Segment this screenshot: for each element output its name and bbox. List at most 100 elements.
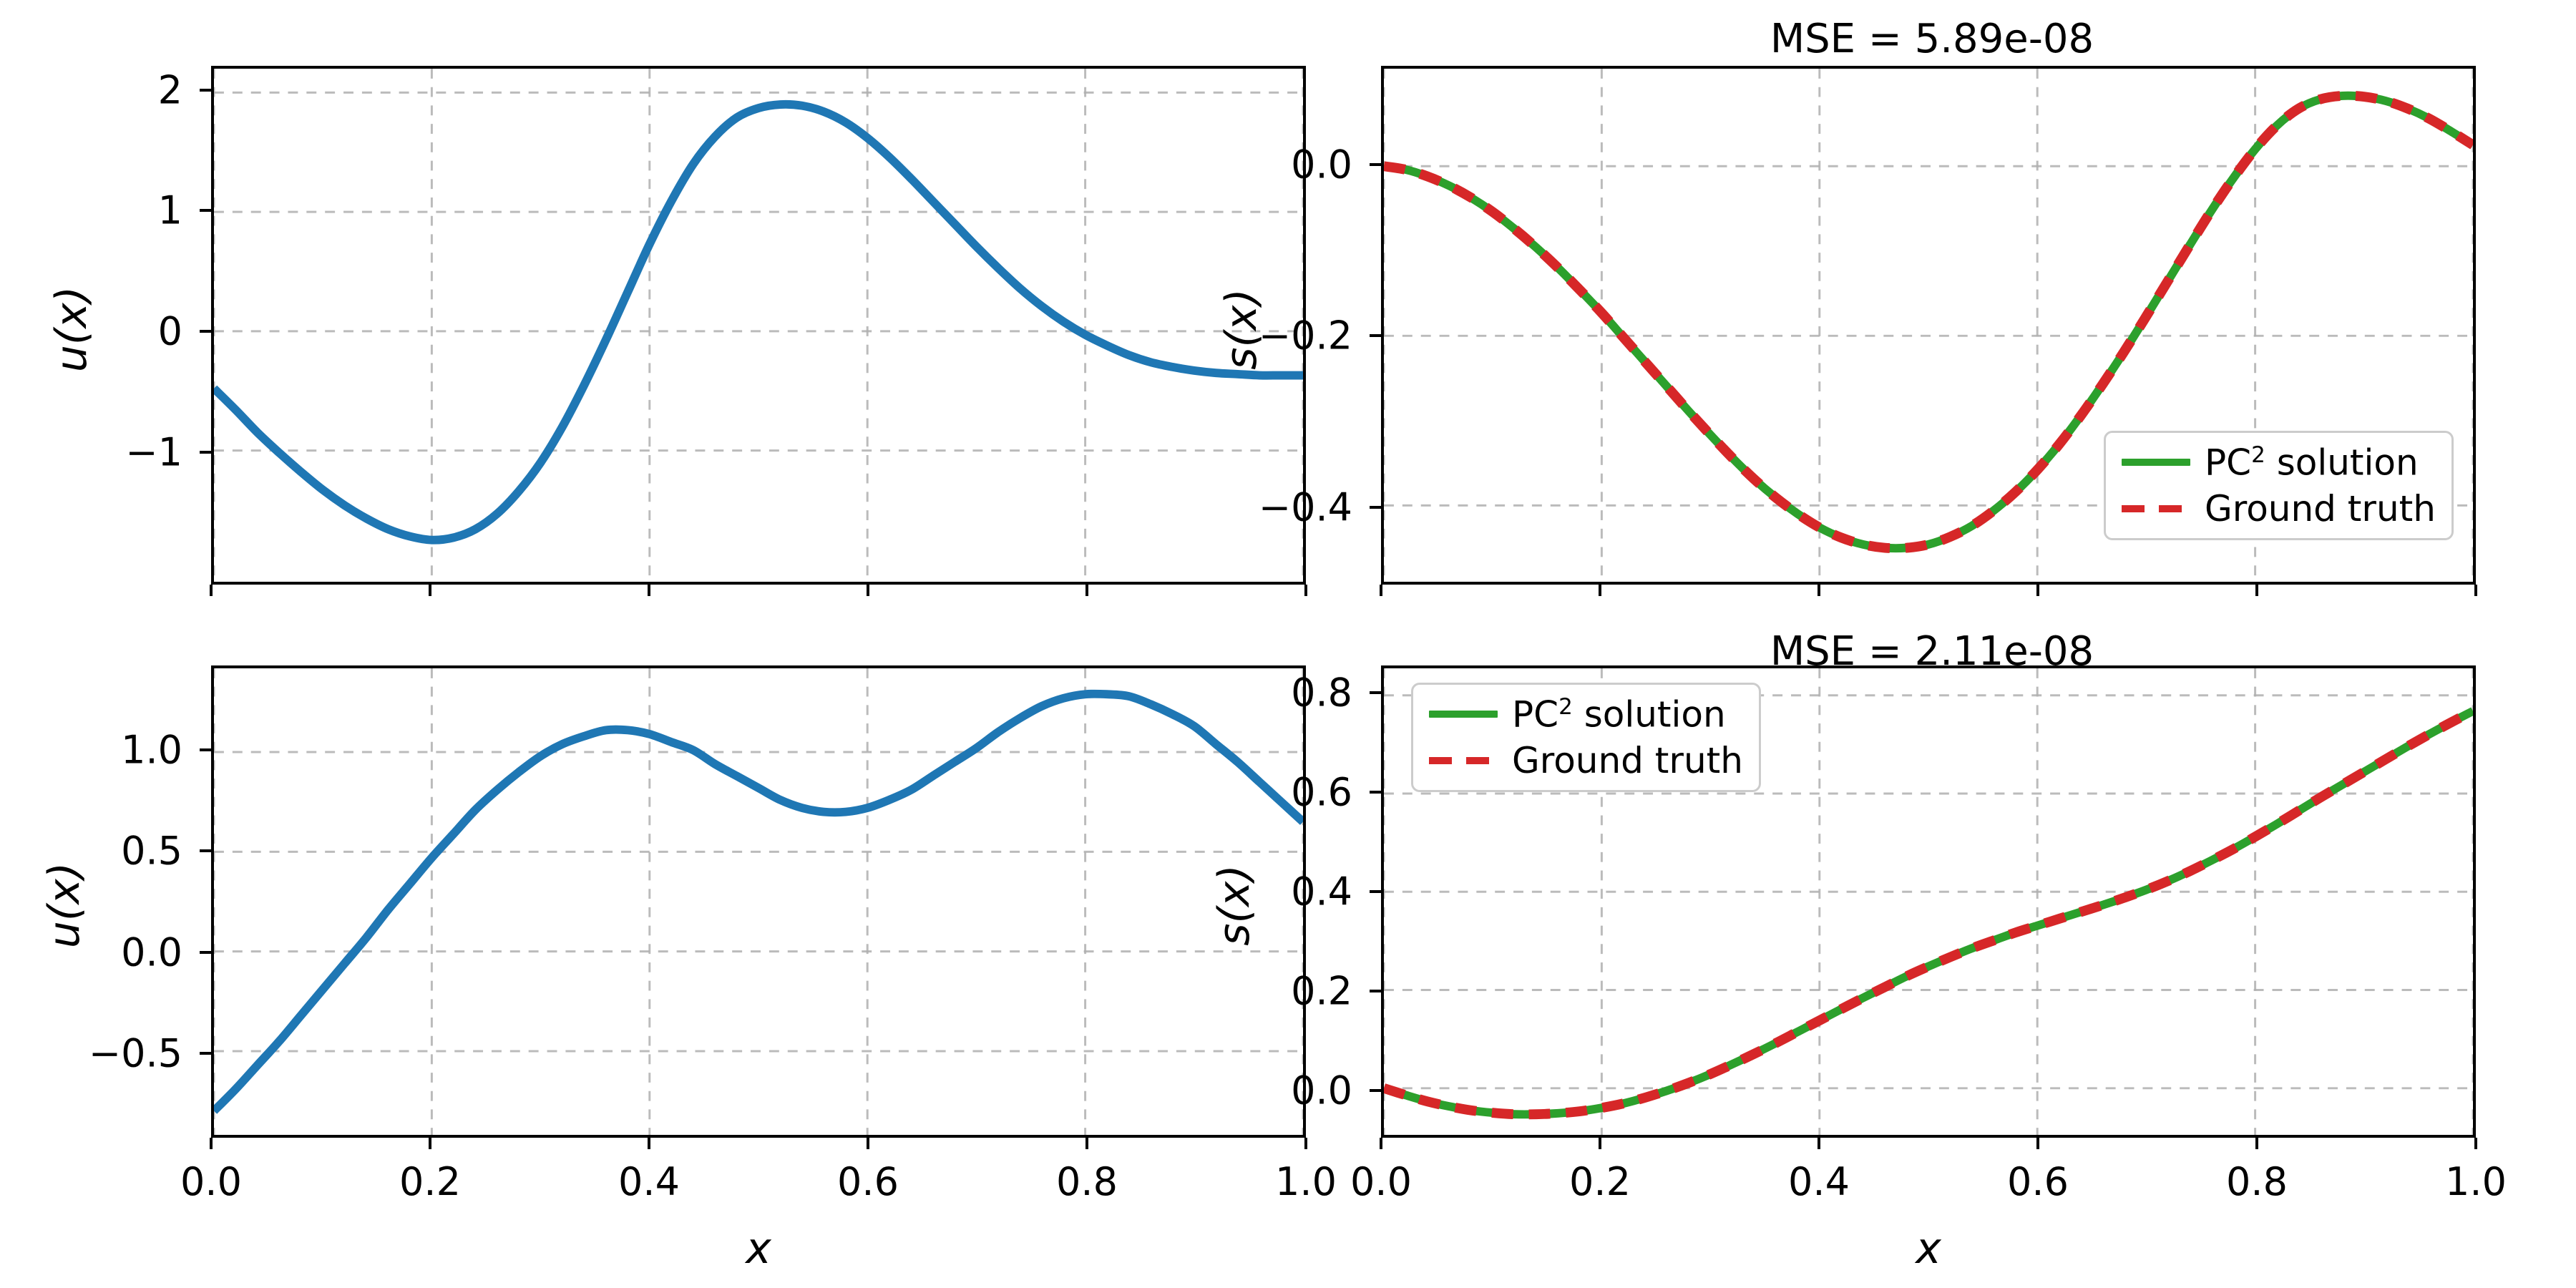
legend-item-solution[interactable]: PC2 solution — [1429, 696, 1743, 733]
y-tick-label: −0.5 — [88, 1030, 182, 1076]
y-tick-mark — [1370, 791, 1381, 794]
x-tick-label: 0.0 — [180, 1159, 242, 1204]
y-tick-label: −0.2 — [1258, 313, 1352, 358]
panel-top-right-title: MSE = 5.89e-08 — [1770, 16, 2094, 62]
x-tick-label: 0.8 — [1056, 1159, 1118, 1204]
x-tick-mark — [2255, 585, 2258, 596]
y-tick-label: 2 — [157, 67, 182, 113]
y-tick-label: 0.2 — [1291, 968, 1352, 1014]
y-tick-mark — [200, 950, 211, 954]
x-tick-mark — [1085, 1138, 1088, 1149]
series-line — [1384, 90, 2473, 554]
axes-bottom-left — [211, 665, 1306, 1138]
legend-item-ground-truth[interactable]: Ground truth — [1429, 743, 1743, 779]
x-tick-mark — [2255, 1138, 2258, 1149]
legend-label-ground-truth: Ground truth — [1512, 739, 1743, 781]
y-tick-mark — [200, 450, 211, 454]
series-line — [1384, 706, 2473, 1120]
gridlines — [214, 668, 1303, 1135]
axes-top-right — [1381, 66, 2476, 585]
x-tick-mark — [2036, 585, 2039, 596]
legend-label-solution: PC2 solution — [1512, 693, 1726, 736]
axes-bottom-left-xlabel: x — [746, 1224, 771, 1274]
x-tick-mark — [1380, 1138, 1382, 1149]
legend-item-solution[interactable]: PC2 solution — [2122, 444, 2436, 481]
x-tick-mark — [1599, 1138, 1601, 1149]
x-tick-label: 0.2 — [1569, 1159, 1631, 1204]
y-tick-mark — [1370, 162, 1381, 166]
x-tick-mark — [2474, 585, 2477, 596]
y-tick-mark — [200, 1051, 211, 1055]
x-tick-label: 1.0 — [2445, 1159, 2507, 1204]
y-tick-label: 0 — [157, 308, 182, 354]
x-tick-mark — [1304, 585, 1307, 596]
x-tick-mark — [1085, 585, 1088, 596]
legend-item-ground-truth[interactable]: Ground truth — [2122, 491, 2436, 527]
y-tick-mark — [1370, 691, 1381, 695]
plot-area-top-left — [214, 69, 1303, 582]
y-tick-mark — [1370, 890, 1381, 894]
y-tick-mark — [200, 329, 211, 333]
panel-bottom-left: u(x) x 1.0 0.5 0.0 −0.5 0.0 0.2 0.4 0.6 0.8 1.0 — [0, 644, 1337, 1288]
x-tick-mark — [1818, 1138, 1820, 1149]
y-tick-mark — [200, 88, 211, 92]
x-tick-label: 1.0 — [1275, 1159, 1337, 1204]
x-tick-mark — [210, 585, 213, 596]
legend-swatch-solution-line — [1429, 711, 1498, 718]
x-tick-mark — [648, 585, 650, 596]
x-tick-label: 0.6 — [837, 1159, 899, 1204]
x-tick-label: 0.4 — [1788, 1159, 1850, 1204]
y-tick-label: 0.5 — [121, 828, 182, 874]
x-tick-label: 0.6 — [2007, 1159, 2069, 1204]
series-line — [214, 689, 1303, 1114]
y-tick-mark — [200, 748, 211, 752]
y-tick-label: 1 — [157, 187, 182, 233]
x-tick-mark — [648, 1138, 650, 1149]
axes-top-left — [211, 66, 1306, 585]
y-tick-label: 0.4 — [1291, 869, 1352, 914]
x-tick-label: 0.2 — [399, 1159, 461, 1204]
y-tick-label: −1 — [125, 429, 182, 475]
x-tick-mark — [2474, 1138, 2477, 1149]
axes-bottom-right-xlabel: x — [1916, 1224, 1941, 1274]
x-tick-mark — [1818, 585, 1820, 596]
x-tick-mark — [2036, 1138, 2039, 1149]
legend-swatch-ground-truth-line — [2122, 504, 2190, 512]
x-tick-mark — [429, 1138, 431, 1149]
y-tick-label: −0.4 — [1258, 484, 1352, 530]
x-tick-mark — [867, 1138, 869, 1149]
legend-label-solution: PC2 solution — [2205, 441, 2419, 484]
y-tick-label: 1.0 — [121, 727, 182, 773]
plot-area-bottom-left — [214, 668, 1303, 1135]
x-tick-mark — [867, 585, 869, 596]
x-tick-mark — [1304, 1138, 1307, 1149]
y-tick-label: 0.8 — [1291, 670, 1352, 716]
x-tick-mark — [210, 1138, 213, 1149]
y-tick-mark — [1370, 1089, 1381, 1092]
y-tick-label: 0.0 — [121, 930, 182, 975]
y-tick-mark — [200, 849, 211, 853]
y-tick-mark — [200, 209, 211, 213]
y-tick-label: 0.0 — [1291, 142, 1352, 187]
panel-bottom-right: MSE = 2.11e-08 s(x) x PC2 solution Groun… — [1209, 628, 2576, 1288]
legend-swatch-solution-line — [2122, 459, 2190, 467]
y-tick-label: 0.6 — [1291, 769, 1352, 815]
x-tick-mark — [1380, 585, 1382, 596]
panel-top-left: u(x) 2 1 0 −1 — [0, 0, 1307, 644]
gridlines — [214, 69, 1303, 582]
legend-label-ground-truth: Ground truth — [2205, 487, 2436, 530]
legend-bottom-right[interactable]: PC2 solution Ground truth — [1411, 683, 1761, 792]
x-tick-label: 0.8 — [2226, 1159, 2288, 1204]
legend-swatch-ground-truth-line — [1429, 756, 1498, 764]
x-tick-mark — [1599, 585, 1601, 596]
x-tick-label: 0.4 — [618, 1159, 680, 1204]
legend-top-right[interactable]: PC2 solution Ground truth — [2104, 431, 2454, 540]
series-line — [214, 99, 1303, 545]
y-tick-mark — [1370, 506, 1381, 509]
y-tick-mark — [1370, 990, 1381, 993]
y-tick-label: 0.0 — [1291, 1068, 1352, 1113]
x-tick-label: 0.0 — [1350, 1159, 1412, 1204]
x-tick-mark — [429, 585, 431, 596]
plot-area-bottom-right — [1384, 668, 2473, 1135]
